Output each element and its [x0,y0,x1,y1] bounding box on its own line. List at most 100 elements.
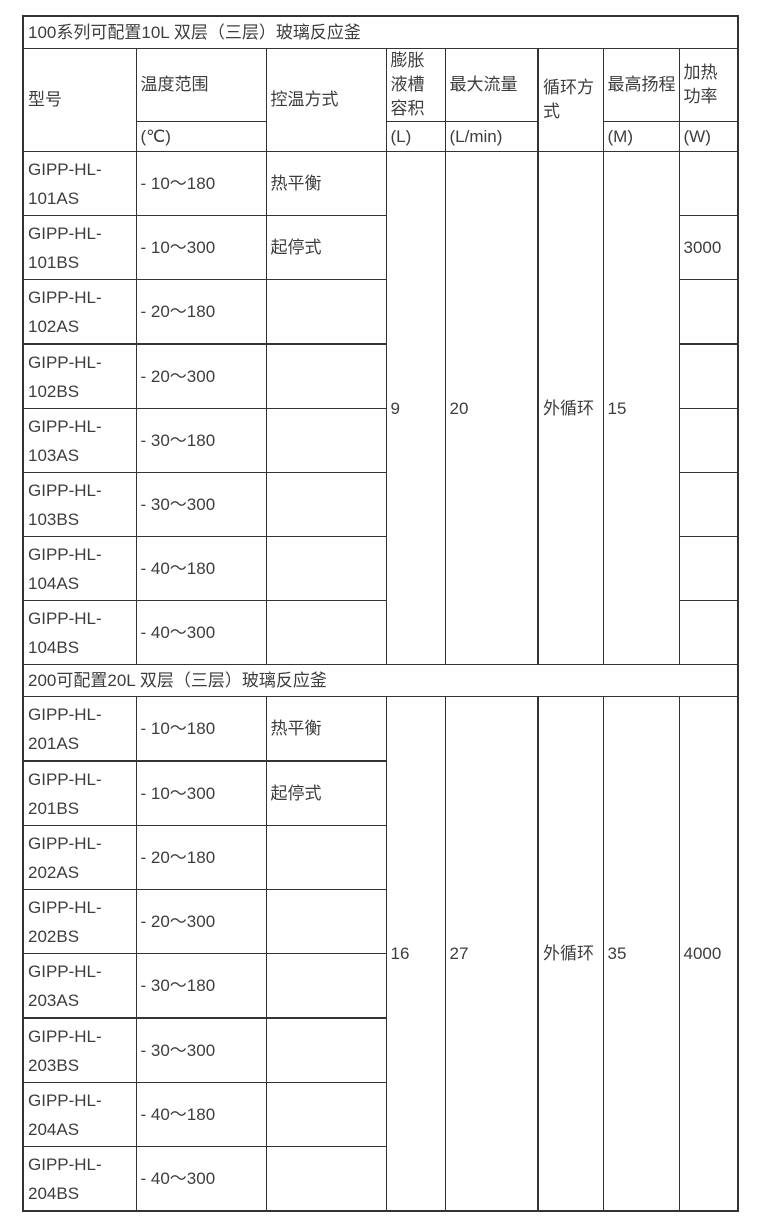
model-cell: GIPP-HL-201AS [22,696,137,762]
table-row: GIPP-HL-202BS - 20～300 [22,889,738,954]
col-header-heating-power: 加热功率 [678,48,739,122]
table-row: GIPP-HL-203BS - 30～300 [22,1017,738,1083]
model-cell: GIPP-HL-203BS [22,1017,137,1083]
col-header-control-mode: 控温方式 [265,48,387,152]
table-row: GIPP-HL-101BS - 10～300 起停式 3000 [22,215,739,280]
control-mode-cell [265,408,387,473]
temp-range-cell: - 40～180 [135,536,267,601]
model-cell: GIPP-HL-104BS [22,600,137,665]
temp-range-cell: - 10～180 [135,696,267,762]
circulation-cell: 外循环 [537,696,604,1212]
col-header-temp-range: 温度范围 [135,48,267,122]
temp-range-cell: - 20～180 [135,279,267,345]
temp-range-cell: - 30～300 [135,472,267,537]
temp-range-cell: - 30～300 [135,1017,267,1083]
model-cell: GIPP-HL-103AS [22,408,137,473]
control-mode-cell [265,536,387,601]
col-header-tank-volume: 膨胀液槽容积 [385,48,446,122]
max-head-cell: 15 [602,151,680,665]
table-row: GIPP-HL-201BS - 10～300 起停式 [22,760,738,826]
table-row: GIPP-HL-204BS - 40～300 [22,1146,738,1212]
model-cell: GIPP-HL-103BS [22,472,137,537]
heating-power-cell [678,408,739,473]
model-cell: GIPP-HL-201BS [22,760,137,826]
control-mode-cell [265,472,387,537]
unit-liter: (L) [385,121,446,152]
model-cell: GIPP-HL-204AS [22,1082,137,1147]
tank-volume-cell: 16 [385,696,446,1212]
table-row: GIPP-HL-201AS - 10～180 热平衡 16 27 外循环 35 … [22,696,739,1212]
table-row: (℃) (L) (L/min) (M) (W) [23,121,739,152]
table-row: GIPP-HL-103BS - 30～300 [22,472,739,537]
table-row: 200可配置20L 双层（三层）玻璃反应釜 [22,664,739,697]
table-row: GIPP-HL-203AS - 30～180 [22,953,738,1019]
control-mode-cell [265,1017,387,1083]
table-row: 100系列可配置10L 双层（三层）玻璃反应釜 [22,15,739,49]
temp-range-cell: - 20～300 [135,889,267,954]
model-cell: GIPP-HL-104AS [22,536,137,601]
table-row: 型号 温度范围 控温方式 膨胀液槽容积 最大流量 循环方式 最高扬程 加热功率 [22,48,739,152]
heating-power-cell [678,279,739,345]
control-mode-cell: 热平衡 [265,151,387,216]
temp-range-cell: - 20～300 [135,343,267,409]
model-cell: GIPP-HL-102BS [22,343,137,409]
control-mode-cell [265,1082,387,1147]
table-row: GIPP-HL-102BS - 20～300 [22,343,739,409]
circulation-cell: 外循环 [537,151,604,665]
max-flow-cell: 20 [444,151,539,665]
control-mode-cell [265,279,387,345]
col-header-max-flow: 最大流量 [444,48,539,122]
control-mode-cell [265,600,387,665]
temp-range-cell: - 30～180 [135,408,267,473]
heating-power-cell [678,151,739,216]
unit-meter: (M) [602,121,680,152]
model-cell: GIPP-HL-202AS [22,825,137,890]
unit-watt: (W) [678,121,739,152]
temp-range-cell: - 20～180 [135,825,267,890]
control-mode-cell [265,889,387,954]
temp-range-cell: - 10～300 [135,760,267,826]
model-cell: GIPP-HL-202BS [22,889,137,954]
max-flow-cell: 27 [444,696,539,1212]
control-mode-cell: 起停式 [265,760,387,826]
col-header-max-head: 最高扬程 [602,48,680,122]
col-header-circulation: 循环方式 [537,48,604,152]
heating-power-cell [678,343,739,409]
temp-range-cell: - 10～180 [135,151,267,216]
heating-power-cell: 4000 [678,696,739,1212]
temp-range-cell: - 30～180 [135,953,267,1019]
tank-volume-cell: 9 [385,151,446,665]
table-row: GIPP-HL-104BS - 40～300 [22,600,739,665]
model-cell: GIPP-HL-101BS [22,215,137,280]
heating-power-cell [678,472,739,537]
control-mode-cell [265,825,387,890]
control-mode-cell [265,343,387,409]
unit-celsius: (℃) [135,121,267,152]
col-header-model: 型号 [22,48,137,152]
control-mode-cell: 起停式 [265,215,387,280]
temp-range-cell: - 40～300 [135,1146,267,1212]
model-cell: GIPP-HL-102AS [22,279,137,345]
temp-range-cell: - 10～300 [135,215,267,280]
model-cell: GIPP-HL-204BS [22,1146,137,1212]
section-title: 100系列可配置10L 双层（三层）玻璃反应釜 [22,15,739,49]
control-mode-cell [265,1146,387,1212]
model-cell: GIPP-HL-203AS [22,953,137,1019]
heating-power-cell [678,600,739,665]
table-row: GIPP-HL-102AS - 20～180 [22,279,739,345]
temp-range-cell: - 40～180 [135,1082,267,1147]
heating-power-cell [678,536,739,601]
unit-lmin: (L/min) [444,121,539,152]
section-title: 200可配置20L 双层（三层）玻璃反应釜 [22,664,739,697]
control-mode-cell [265,953,387,1019]
heating-power-cell: 3000 [678,215,739,280]
max-head-cell: 35 [602,696,680,1212]
table-row: GIPP-HL-101AS - 10～180 热平衡 9 20 外循环 15 [22,151,739,665]
control-mode-cell: 热平衡 [265,696,387,762]
table-row: GIPP-HL-202AS - 20～180 [22,825,738,890]
table-row: GIPP-HL-104AS - 40～180 [22,536,739,601]
table-row: GIPP-HL-204AS - 40～180 [22,1082,738,1147]
temp-range-cell: - 40～300 [135,600,267,665]
model-cell: GIPP-HL-101AS [22,151,137,216]
